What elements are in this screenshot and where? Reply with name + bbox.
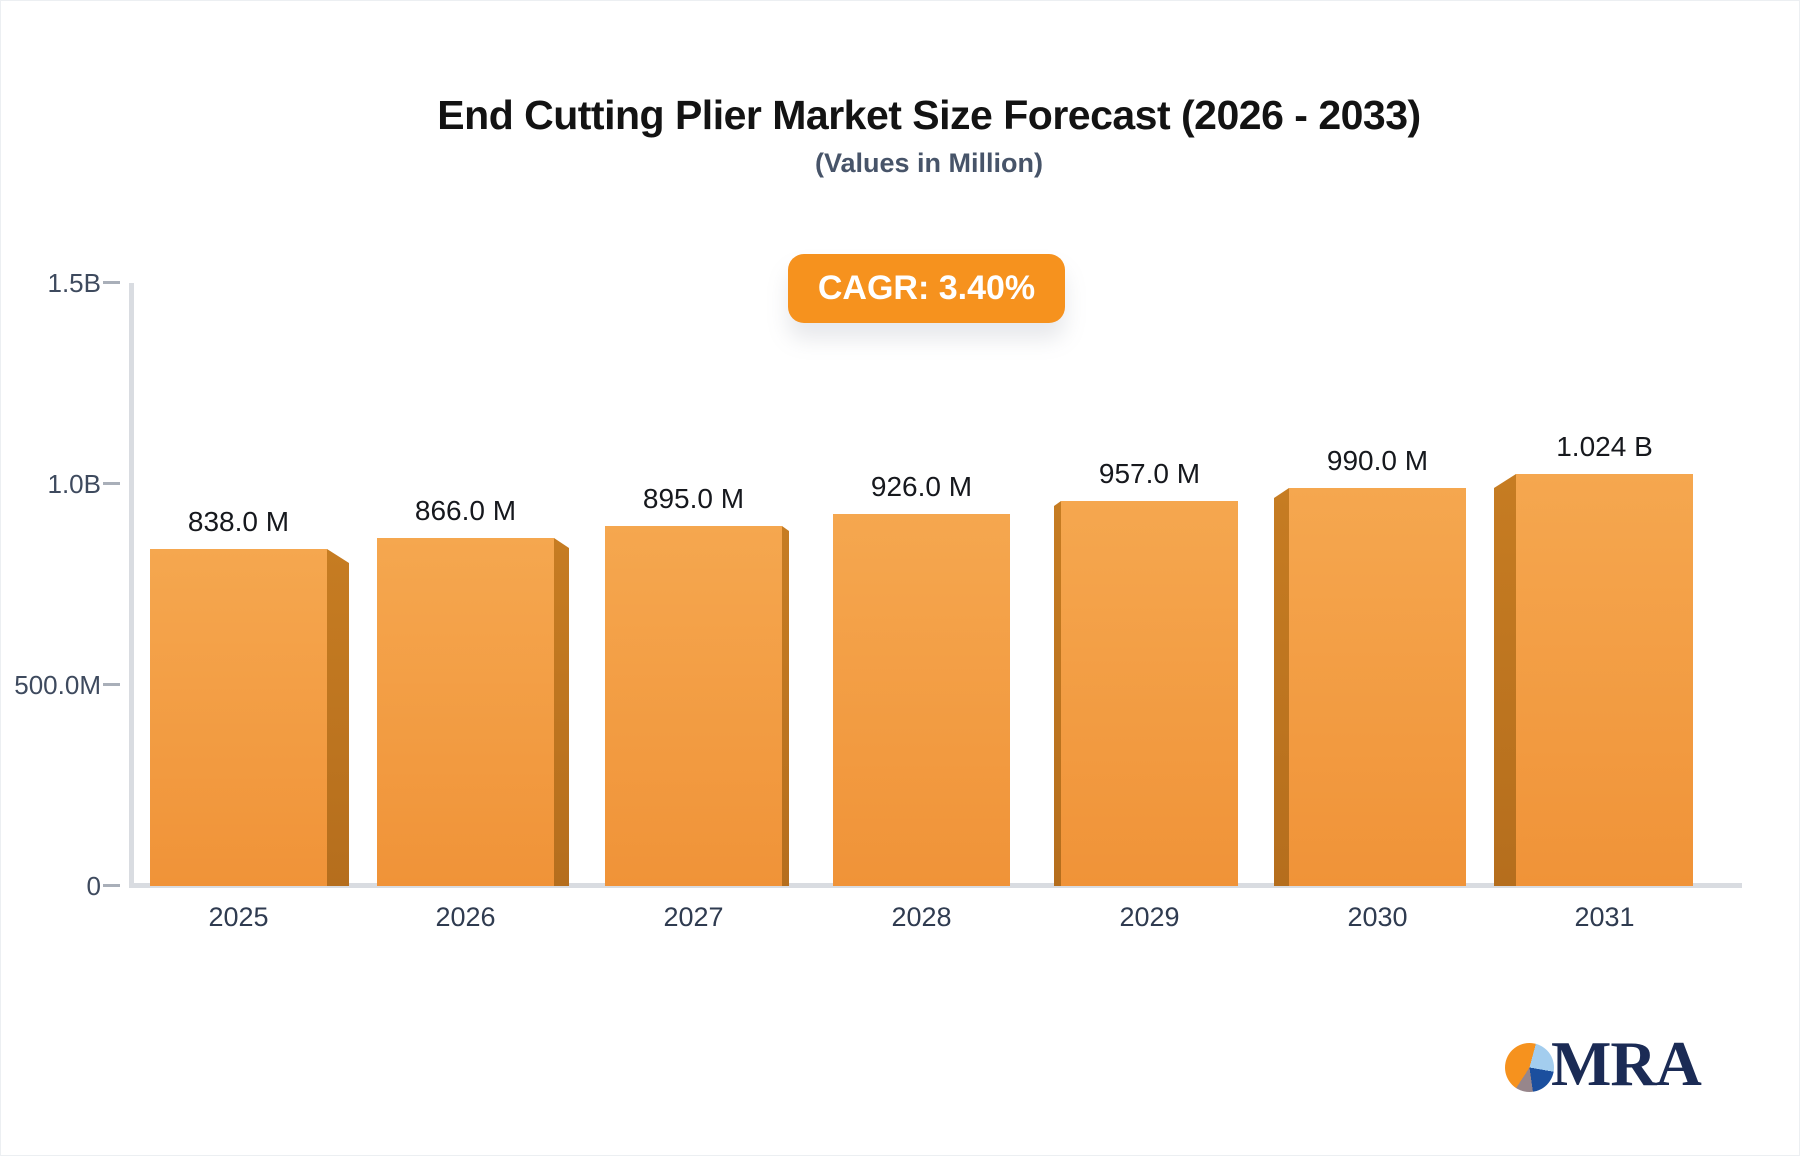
x-tick-label: 2029 [1119, 902, 1180, 932]
bar-2031 [1516, 474, 1693, 886]
y-tick [103, 683, 120, 686]
bar-value-label: 895.0 M [642, 483, 745, 514]
logo-text: MRA [1551, 1028, 1702, 1099]
x-tick-label: 2026 [435, 902, 496, 932]
bar-value-label: 990.0 M [1326, 445, 1429, 476]
brand-logo: MRA [1505, 1028, 1705, 1108]
bar-value-label: 926.0 M [870, 471, 973, 502]
bar-side-2025 [327, 549, 349, 886]
y-tick-label: 0 [86, 871, 101, 901]
y-tick [103, 482, 120, 485]
bar-side-2027 [782, 526, 789, 886]
bar-value-label: 838.0 M [187, 506, 290, 537]
y-tick-label: 500.0M [14, 670, 101, 700]
cagr-badge-label: CAGR: 3.40% [817, 269, 1036, 307]
y-tick [103, 281, 120, 284]
y-tick-label: 1.5B [47, 268, 102, 298]
bar-side-2026 [554, 538, 569, 886]
cagr-badge: CAGR: 3.40% [788, 254, 1065, 323]
bar-2029 [1061, 501, 1238, 886]
bar-2030 [1289, 488, 1466, 886]
y-axis-line [129, 283, 134, 887]
bar-value-label: 957.0 M [1098, 458, 1201, 489]
y-tick-label: 1.0B [47, 469, 102, 499]
bar-side-2030 [1274, 488, 1289, 886]
x-tick-label: 2028 [891, 902, 952, 932]
bar-side-2029 [1054, 501, 1061, 886]
bar-value-label: 1.024 B [1556, 431, 1653, 462]
bar-2027 [605, 526, 782, 886]
x-tick-label: 2027 [663, 902, 724, 932]
bar-side-2031 [1494, 474, 1516, 886]
pie-chart-icon [1505, 1043, 1554, 1092]
bar-value-label: 866.0 M [414, 495, 517, 526]
y-tick [103, 884, 120, 887]
bar-2028 [833, 514, 1010, 886]
x-tick-label: 2030 [1347, 902, 1408, 932]
chart-title: End Cutting Plier Market Size Forecast (… [437, 92, 1421, 138]
bar-2025 [150, 549, 327, 886]
x-tick-label: 2031 [1574, 902, 1635, 932]
chart-subtitle: (Values in Million) [814, 148, 1044, 178]
bar-2026 [377, 538, 554, 886]
x-tick-label: 2025 [208, 902, 269, 932]
